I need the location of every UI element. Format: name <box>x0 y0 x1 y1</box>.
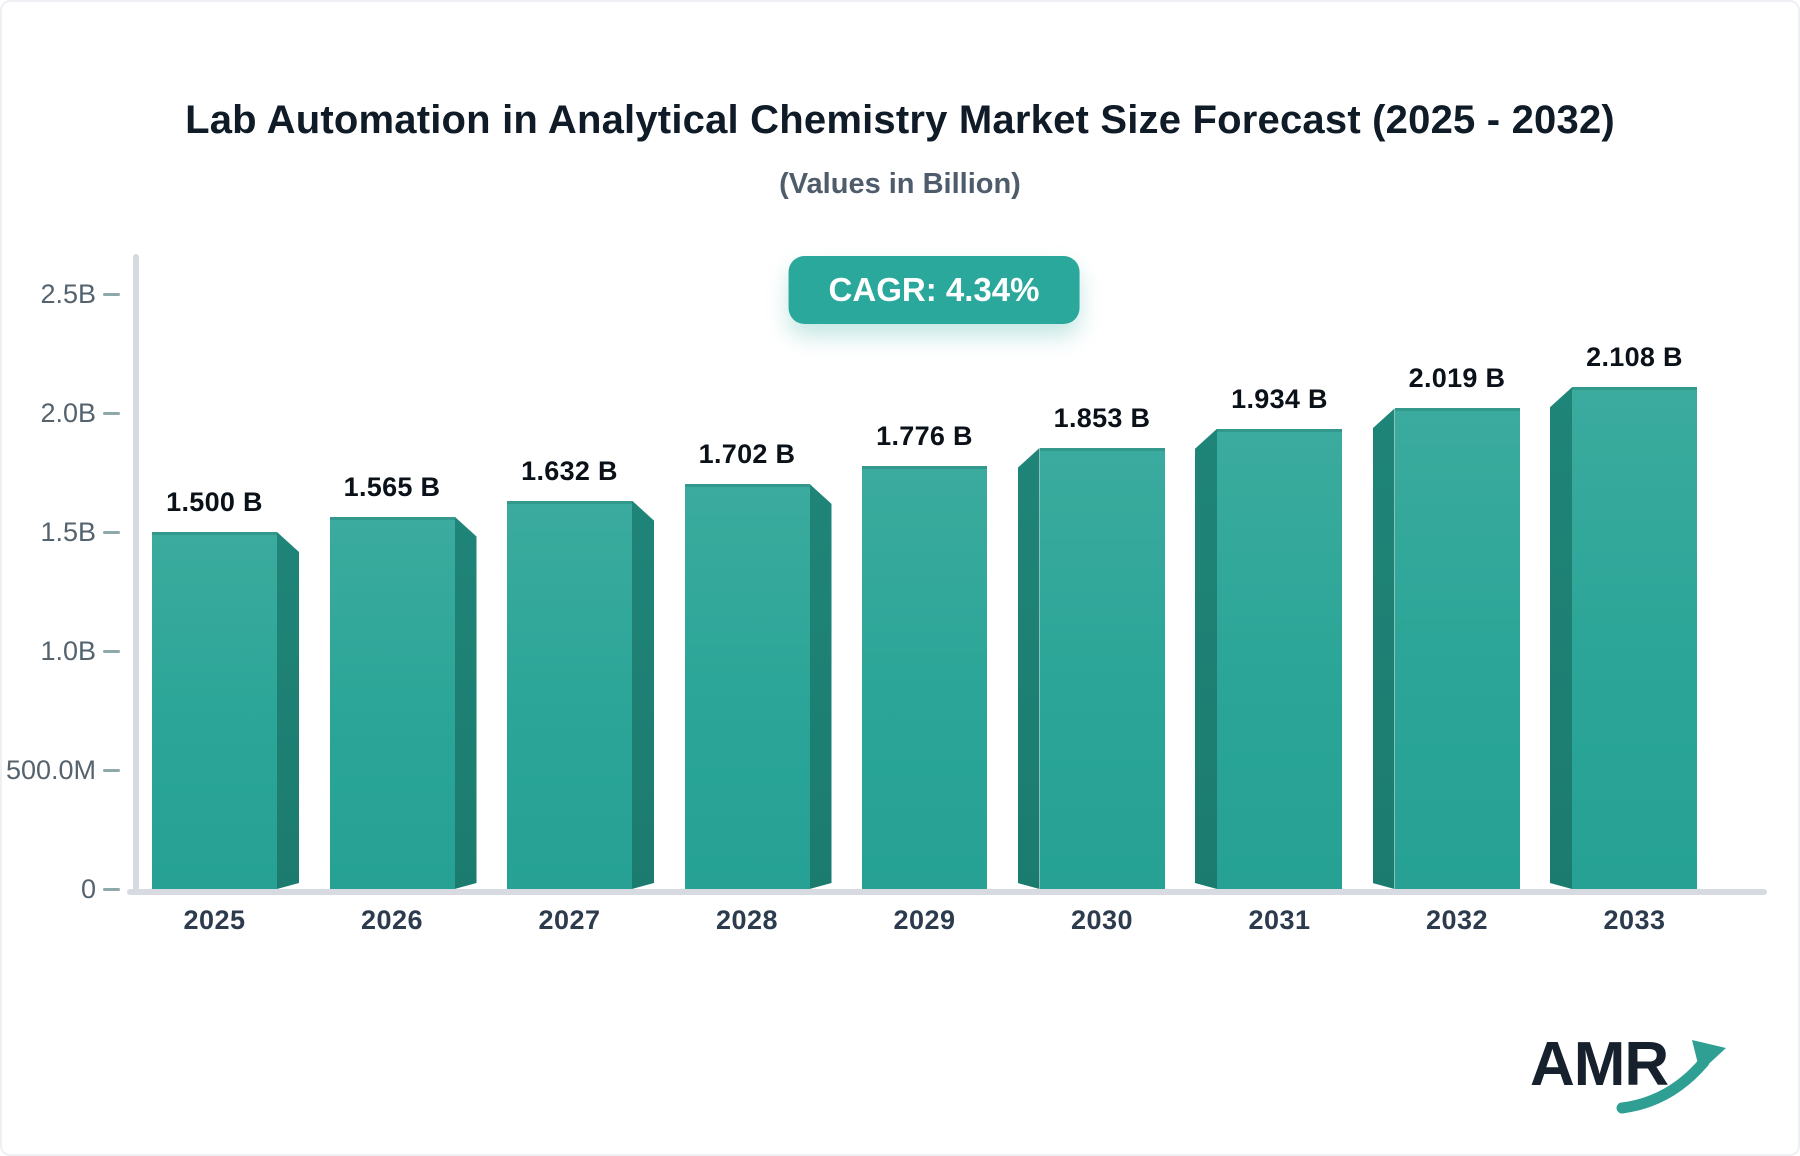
bar-value-label: 2.108 B <box>1586 342 1683 373</box>
growth-arrow-icon <box>1616 1040 1726 1114</box>
x-axis-label: 2027 <box>538 905 601 935</box>
y-tick-dash <box>103 293 120 296</box>
x-axis-label: 2031 <box>1248 905 1311 935</box>
y-tick-label: 0 <box>80 874 96 904</box>
bar-value-label: 1.853 B <box>1053 402 1151 433</box>
bar-value-label: 1.702 B <box>698 438 796 469</box>
bar-side <box>1550 387 1572 889</box>
bar <box>329 516 455 889</box>
bar <box>1217 428 1342 889</box>
y-tick-dash <box>103 412 120 415</box>
bar-value-label: 1.776 B <box>876 421 973 452</box>
y-tick-label: 2.0B <box>40 398 96 428</box>
x-axis-label: 2032 <box>1425 905 1489 935</box>
bar-value-label: 1.934 B <box>1231 383 1328 414</box>
x-axis-label: 2030 <box>1070 905 1134 935</box>
cagr-badge: CAGR: 4.34% <box>788 256 1080 324</box>
y-tick-label: 1.5B <box>40 517 96 547</box>
bar <box>1039 447 1165 889</box>
bar <box>507 500 632 889</box>
bar-side <box>810 484 832 889</box>
y-tick-dash <box>103 888 120 891</box>
bar <box>1572 387 1697 889</box>
bar-value-label: 1.565 B <box>343 471 441 502</box>
x-axis-label: 2029 <box>893 905 956 935</box>
bar <box>862 466 987 889</box>
bar <box>1394 408 1520 889</box>
x-axis-line <box>127 889 1767 895</box>
x-axis-label: 2028 <box>715 905 779 935</box>
bar-side <box>1195 429 1217 889</box>
x-axis-label: 2033 <box>1603 905 1666 935</box>
y-axis-line <box>133 254 139 895</box>
amr-logo-text: AMR <box>1530 1030 1669 1099</box>
y-tick-label: 2.5B <box>40 279 96 309</box>
bar-value-label: 1.500 B <box>166 487 263 517</box>
bar-side <box>1373 408 1395 889</box>
y-tick-dash <box>103 769 120 772</box>
bar <box>684 483 810 889</box>
bar-value-label: 2.019 B <box>1408 363 1506 394</box>
x-axis-label: 2025 <box>183 905 246 935</box>
amr-logo: AMR <box>1530 1030 1740 1114</box>
y-tick-dash <box>103 650 120 653</box>
bar-side <box>632 501 654 889</box>
bar-side <box>455 517 477 889</box>
chart-title: Lab Automation in Analytical Chemistry M… <box>185 98 1615 142</box>
x-axis-label: 2026 <box>360 905 424 935</box>
y-tick-label: 1.0B <box>40 636 96 666</box>
bar-value-label: 1.632 B <box>521 455 618 486</box>
bar <box>152 532 277 889</box>
y-tick-dash <box>103 531 120 534</box>
bar-side <box>1018 448 1040 889</box>
bar-side <box>277 532 299 889</box>
y-tick-label: 500.0M <box>5 755 96 785</box>
chart-subtitle: (Values in Billion) <box>779 168 1021 200</box>
